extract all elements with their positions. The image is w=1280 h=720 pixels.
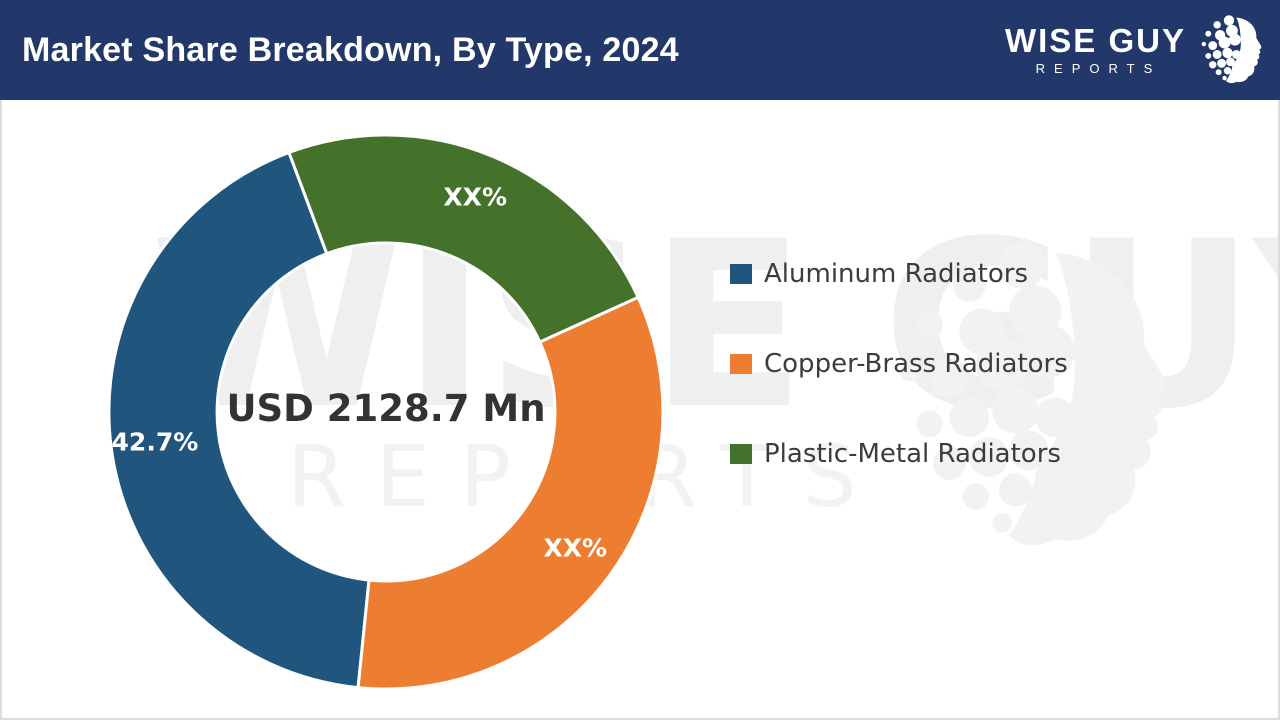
legend-item-label: Plastic-Metal Radiators bbox=[764, 439, 1061, 469]
logo-face-icon bbox=[1201, 15, 1262, 84]
logo-brand-text: WISE GUY bbox=[1004, 22, 1186, 60]
legend-item-copper-brass-radiators: Copper-Brass Radiators bbox=[730, 346, 1068, 382]
slice-percentage-label: XX% bbox=[443, 182, 507, 211]
donut-chart: 42.7% XX% XX% bbox=[107, 133, 665, 691]
legend-item-label: Aluminum Radiators bbox=[764, 259, 1029, 289]
pie-slice-copper-brass-radiators bbox=[356, 295, 665, 691]
chart-area: WISE GUY REPORTS 42.7%XX%XX% USD 2128.7 … bbox=[0, 100, 1280, 720]
slice-percentage-label: XX% bbox=[543, 533, 607, 562]
pie-slice-plastic-metal-radiators bbox=[287, 133, 640, 344]
pie-slice-aluminum-radiators bbox=[107, 151, 371, 690]
chart-legend: Aluminum Radiators Copper-Brass Radiator… bbox=[730, 256, 1068, 472]
legend-item-label: Copper-Brass Radiators bbox=[764, 349, 1068, 379]
watermark-face-icon bbox=[899, 242, 1167, 546]
logo-text: WISE GUY REPORTS bbox=[1005, 24, 1186, 76]
header: Market Share Breakdown, By Type, 2024 WI… bbox=[0, 0, 1280, 100]
page-title: Market Share Breakdown, By Type, 2024 bbox=[22, 30, 679, 69]
legend-swatch-icon bbox=[730, 354, 752, 374]
legend-item-plastic-metal-radiators: Plastic-Metal Radiators bbox=[730, 436, 1068, 472]
legend-swatch-icon bbox=[730, 264, 752, 284]
wise-guy-logo: WISE GUY REPORTS bbox=[1005, 5, 1266, 95]
chart-center-value: USD 2128.7 Mn bbox=[226, 387, 546, 430]
legend-item-aluminum-radiators: Aluminum Radiators bbox=[730, 256, 1068, 292]
slice-percentage-label: 42.7% bbox=[112, 427, 199, 456]
logo-sub-text: REPORTS bbox=[1035, 60, 1162, 76]
legend-swatch-icon bbox=[730, 444, 752, 464]
